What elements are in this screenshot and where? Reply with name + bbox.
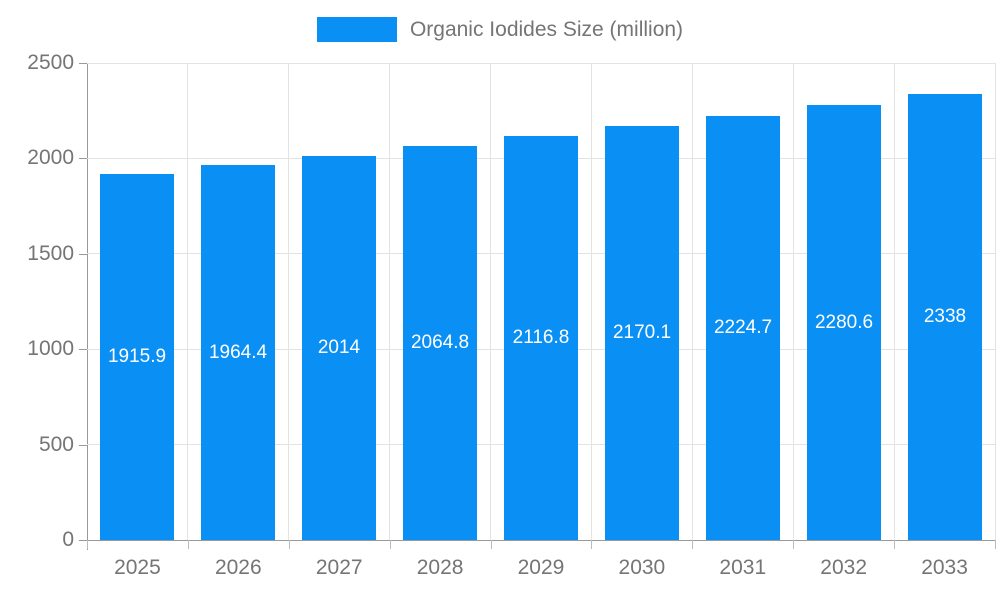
gridline-vertical — [792, 63, 794, 540]
gridline-vertical — [288, 63, 290, 540]
y-tick-label: 2500 — [27, 51, 74, 74]
gridline-vertical — [490, 63, 492, 540]
gridline-vertical — [590, 63, 592, 540]
bar[interactable]: 2014 — [302, 156, 376, 540]
bar[interactable]: 2064.8 — [403, 146, 477, 540]
bar[interactable]: 1964.4 — [201, 165, 275, 540]
x-axis-tick — [793, 540, 795, 549]
x-axis-tick — [187, 540, 189, 549]
bar[interactable]: 2280.6 — [807, 105, 881, 540]
bar-value-label: 2224.7 — [713, 317, 773, 338]
x-axis-tick — [288, 540, 290, 549]
y-axis-line — [87, 63, 88, 550]
y-axis-tick — [79, 253, 87, 255]
bar-value-label: 2338 — [923, 306, 967, 327]
gridline-vertical — [893, 63, 895, 540]
bar-value-label: 2014 — [317, 337, 361, 358]
legend-item[interactable]: Organic Iodides Size (million) — [0, 17, 1000, 42]
y-axis-tick — [79, 158, 87, 160]
y-tick-label: 500 — [38, 432, 74, 456]
x-tick-label: 2030 — [618, 556, 666, 579]
y-tick-label: 1500 — [27, 241, 74, 265]
y-axis-tick — [79, 540, 87, 541]
bar-value-label: 2280.6 — [814, 311, 874, 333]
x-tick-label: 2033 — [921, 556, 968, 579]
y-axis-tick — [79, 444, 87, 446]
bar-value-label: 1964.4 — [208, 341, 268, 363]
x-tick-label: 2029 — [517, 556, 565, 579]
x-axis-tick — [87, 540, 88, 549]
x-tick-label: 2026 — [214, 556, 262, 579]
gridline-vertical — [994, 63, 996, 540]
bar[interactable]: 2224.7 — [706, 116, 780, 540]
x-axis-tick — [894, 540, 896, 549]
gridline-vertical — [389, 63, 391, 540]
x-axis-tick — [692, 540, 694, 549]
x-axis-line — [79, 540, 995, 541]
bar-value-label: 2116.8 — [512, 327, 570, 348]
x-axis-tick — [995, 540, 996, 549]
gridline-vertical — [691, 63, 693, 540]
legend-swatch — [316, 17, 397, 42]
y-tick-label: 2000 — [27, 146, 74, 170]
bar[interactable]: 2116.8 — [504, 136, 578, 540]
bar[interactable]: 1915.9 — [100, 174, 174, 540]
gridline-horizontal — [87, 62, 995, 64]
y-axis-tick — [79, 349, 87, 351]
legend-label: Organic Iodides Size (million) — [409, 18, 684, 41]
x-axis-tick — [490, 540, 492, 549]
plot-area: 1915.9 1964.4 2014 2064.8 2116.8 2170.1 2224.7… — [87, 62, 996, 540]
bar[interactable]: 2170.1 — [605, 126, 679, 540]
x-tick-label: 2032 — [820, 556, 868, 579]
x-tick-label: 2027 — [315, 556, 363, 579]
x-axis-tick — [389, 540, 391, 549]
y-axis-tick — [79, 63, 87, 64]
y-tick-label: 0 — [62, 528, 74, 551]
bar-value-label: 2064.8 — [410, 332, 470, 353]
x-tick-label: 2025 — [114, 556, 161, 579]
bar[interactable]: 2338 — [908, 94, 982, 540]
bar-value-label: 1915.9 — [107, 346, 167, 367]
x-axis-tick — [591, 540, 593, 549]
x-tick-label: 2031 — [719, 556, 767, 579]
x-tick-label: 2028 — [416, 556, 464, 579]
y-tick-label: 1000 — [27, 337, 74, 361]
gridline-vertical — [187, 63, 189, 540]
bar-value-label: 2170.1 — [612, 322, 672, 343]
